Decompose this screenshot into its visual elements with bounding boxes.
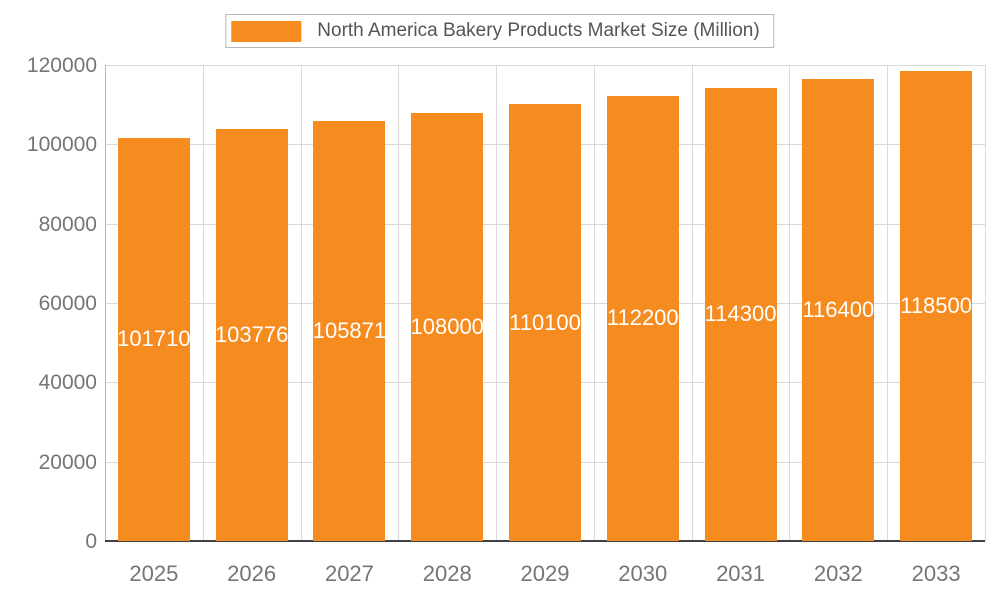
gridline-vertical	[202, 65, 204, 541]
bar	[313, 121, 386, 541]
x-tick-label: 2027	[324, 561, 374, 586]
bar-value-label: 108000	[410, 313, 484, 339]
legend: North America Bakery Products Market Siz…	[225, 14, 775, 48]
bar-value-label: 103776	[214, 322, 289, 348]
bar	[606, 95, 679, 541]
gridline-vertical	[496, 65, 498, 541]
x-tick-label: 2030	[618, 561, 668, 586]
x-tick-label: 2026	[227, 561, 277, 586]
gridline-vertical	[789, 65, 791, 541]
bar-value-label: 118500	[900, 292, 972, 318]
bar-value-label: 101710	[117, 326, 191, 352]
bar-value-label: 114300	[704, 301, 777, 327]
bar	[117, 137, 190, 541]
x-tick-label: 2029	[520, 561, 570, 586]
legend-label: North America Bakery Products Market Siz…	[317, 20, 760, 41]
bar	[215, 129, 288, 541]
bar-value-label: 116400	[802, 297, 875, 323]
legend-swatch	[231, 20, 302, 42]
bar-value-label: 110100	[509, 309, 581, 335]
plot-area: 101710 2025 103776 2026 105871 2027 108000 2028…	[105, 65, 986, 586]
y-tick-label: 60000	[38, 292, 97, 315]
gridline-vertical	[398, 65, 400, 541]
gridline-vertical	[593, 65, 595, 541]
bar	[509, 104, 581, 541]
y-tick-label: 80000	[38, 212, 97, 236]
y-axis-line	[105, 65, 106, 541]
gridline-vertical	[887, 65, 889, 541]
bar	[802, 79, 875, 541]
y-tick-label: 120000	[26, 54, 97, 77]
x-tick-label: 2031	[716, 561, 766, 586]
x-axis-line	[105, 540, 985, 542]
x-tick-label: 2025	[129, 561, 179, 586]
y-tick-label: 40000	[38, 371, 97, 395]
x-tick-label: 2032	[813, 561, 863, 586]
bar	[704, 87, 777, 541]
gridline-vertical	[985, 65, 986, 541]
bar	[411, 112, 484, 541]
bar-value-label: 105871	[312, 318, 387, 344]
x-tick-label: 2028	[422, 561, 472, 586]
gridline-vertical	[691, 65, 693, 541]
y-tick-label: 0	[85, 530, 97, 553]
bar	[900, 70, 973, 541]
y-tick-label: 100000	[26, 133, 97, 157]
y-tick-label: 20000	[38, 450, 97, 474]
gridline-horizontal	[105, 65, 985, 66]
bar-value-label: 112200	[606, 305, 679, 331]
x-tick-label: 2033	[911, 561, 961, 586]
gridline-vertical	[300, 65, 302, 541]
